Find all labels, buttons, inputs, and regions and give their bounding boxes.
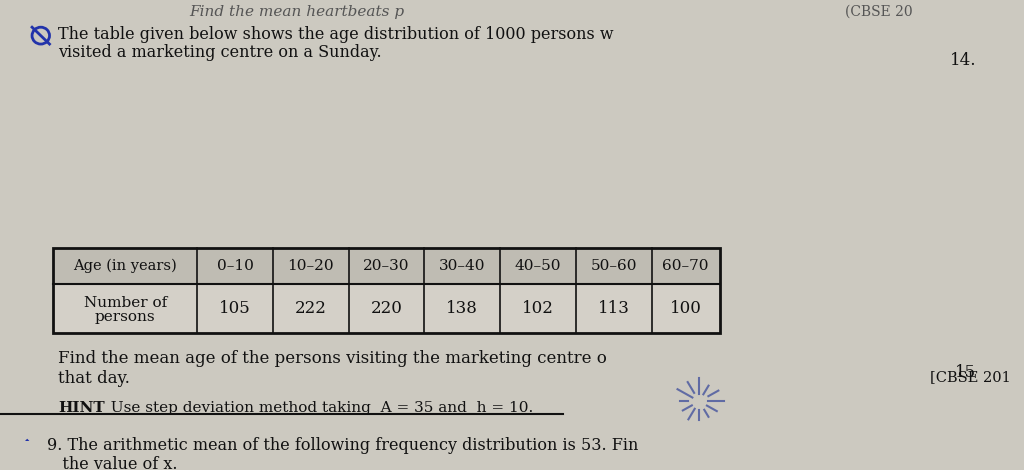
Text: 222: 222 bbox=[295, 300, 327, 317]
Text: Find the mean heartbeats p: Find the mean heartbeats p bbox=[189, 5, 404, 19]
Text: 30–40: 30–40 bbox=[439, 259, 485, 273]
Text: 102: 102 bbox=[522, 300, 554, 317]
Text: 10–20: 10–20 bbox=[288, 259, 334, 273]
Text: (CBSE 20: (CBSE 20 bbox=[845, 5, 912, 19]
Text: 220: 220 bbox=[371, 300, 402, 317]
Text: visited a marketing centre on a Sunday.: visited a marketing centre on a Sunday. bbox=[58, 44, 382, 61]
Text: 9. The arithmetic mean of the following frequency distribution is 53. Fin: 9. The arithmetic mean of the following … bbox=[47, 437, 638, 454]
Text: 14.: 14. bbox=[949, 52, 976, 69]
Bar bbox=[53, 249, 720, 333]
Bar bbox=[53, 284, 720, 333]
Text: 20–30: 20–30 bbox=[364, 259, 410, 273]
Text: the value of x.: the value of x. bbox=[47, 456, 177, 470]
Text: 105: 105 bbox=[219, 300, 251, 317]
Text: Use step deviation method taking  A = 35 and  h = 10.: Use step deviation method taking A = 35 … bbox=[101, 401, 534, 415]
Text: 15: 15 bbox=[954, 364, 976, 381]
Text: 60–70: 60–70 bbox=[663, 259, 709, 273]
Text: Number of: Number of bbox=[84, 296, 167, 310]
Text: 0–10: 0–10 bbox=[216, 259, 254, 273]
Text: HINT: HINT bbox=[58, 401, 104, 415]
Text: [CBSE 201: [CBSE 201 bbox=[931, 370, 1011, 384]
Text: persons: persons bbox=[95, 310, 156, 324]
Text: Age (in years): Age (in years) bbox=[74, 259, 177, 274]
Text: Find the mean age of the persons visiting the marketing centre o: Find the mean age of the persons visitin… bbox=[58, 350, 607, 367]
Text: 138: 138 bbox=[446, 300, 478, 317]
Text: 50–60: 50–60 bbox=[591, 259, 637, 273]
Text: 40–50: 40–50 bbox=[515, 259, 561, 273]
Bar bbox=[53, 249, 720, 284]
Text: 100: 100 bbox=[670, 300, 701, 317]
Text: that day.: that day. bbox=[58, 370, 130, 387]
Text: 113: 113 bbox=[598, 300, 630, 317]
Text: The table given below shows the age distribution of 1000 persons w: The table given below shows the age dist… bbox=[58, 26, 614, 43]
